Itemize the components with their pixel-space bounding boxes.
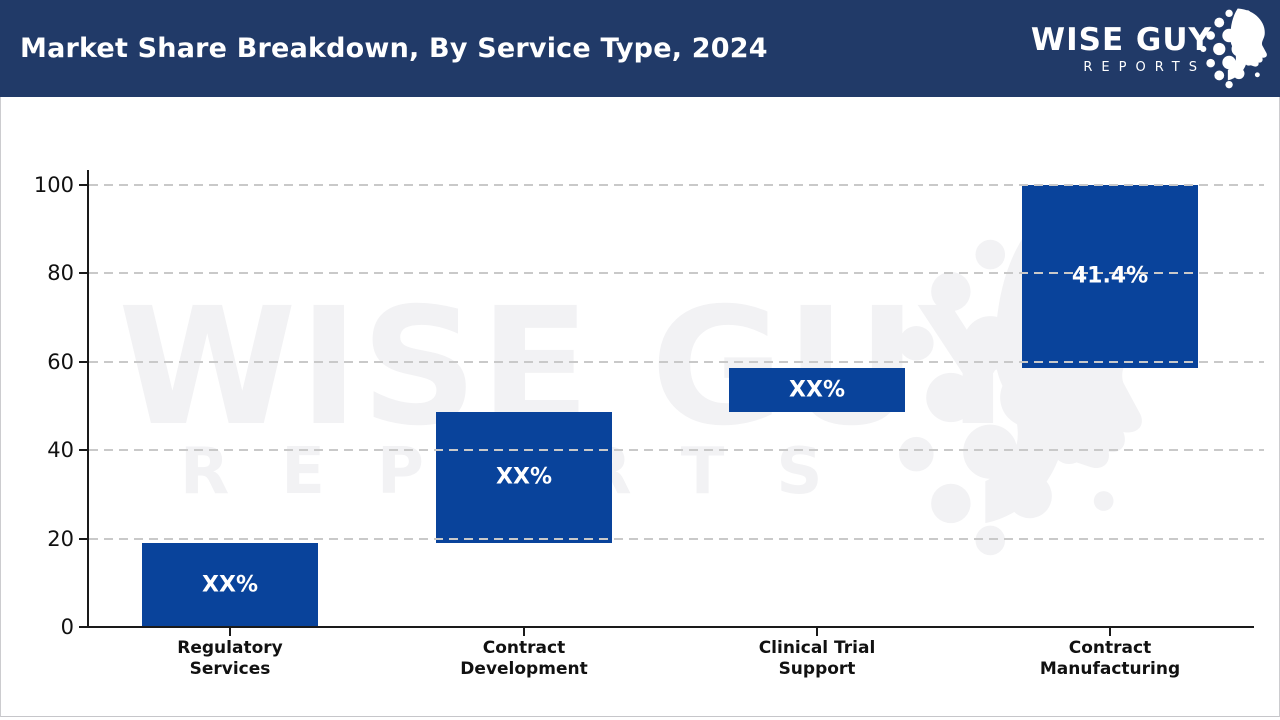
waterfall-bar [1022,185,1198,368]
y-axis-tick-label: 100 [33,173,74,197]
category-label-line: Regulatory [177,638,283,658]
category-label-line: Development [460,659,588,679]
brand-logo: WISE GUY REPORTS [1010,0,1280,97]
bar-value-label: XX% [789,377,845,403]
y-axis-tick [79,184,87,186]
brand-subname: REPORTS [1083,60,1206,75]
category-label-line: Clinical Trial [758,638,876,658]
x-axis-tick [523,628,525,636]
y-axis-tick [79,272,87,275]
chart-title: Market Share Breakdown, By Service Type,… [20,33,768,64]
category-label-line: Contract [482,638,566,658]
y-axis-tick-label: 60 [47,349,74,374]
bar-value-label: XX% [496,464,552,490]
y-axis-tick-label: 0 [60,615,74,639]
waterfall-bar [142,543,318,627]
x-axis-tick [1109,628,1111,636]
bar-value-label: 41.4% [1071,263,1149,289]
waterfall-bar [729,367,905,412]
category-label-line: Manufacturing [1039,659,1181,679]
category-label: Contract Manufacturing [1000,638,1220,680]
waterfall-bar [436,411,612,543]
category-label-line: Contract [1068,638,1152,658]
brand-name: WISE GUY [1030,22,1212,58]
header-band: Market Share Breakdown, By Service Type,… [0,0,1280,97]
category-label-line: Support [778,659,856,679]
x-axis-spine [87,626,1254,628]
x-axis-tick [229,628,231,636]
y-axis-tick-label: 80 [47,261,74,286]
y-axis-tick [79,537,87,540]
y-axis-tick [79,626,87,628]
category-label: Contract Development [414,638,634,680]
bar-value-label: XX% [202,572,258,598]
brand-face-dots-icon [1200,8,1267,89]
y-axis-tick-label: 40 [47,438,74,463]
y-axis-spine [87,170,89,628]
category-label-line: Services [189,659,271,679]
y-axis-tick [79,360,87,363]
y-axis-tick [79,449,87,452]
category-label: Clinical Trial Support [707,638,927,680]
x-axis-tick [816,628,818,636]
category-label: Regulatory Services [120,638,340,680]
y-axis-tick-label: 20 [47,526,74,551]
